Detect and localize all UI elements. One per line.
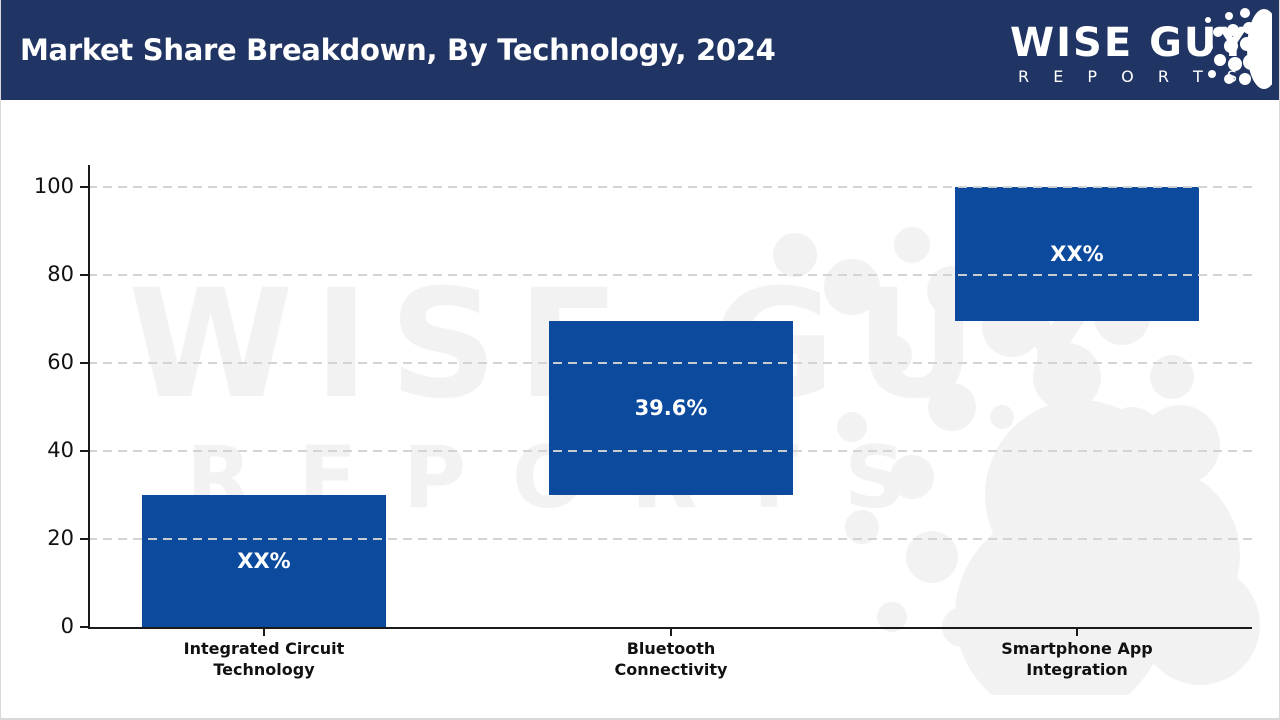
logo-wordmark: WISE GUY — [1010, 20, 1249, 66]
y-tick-mark — [80, 538, 88, 540]
y-tick-mark — [80, 362, 88, 364]
gridline-y100 — [88, 186, 1252, 188]
y-tick-mark — [80, 274, 88, 276]
gridline-y80 — [88, 274, 1252, 276]
bar-value-label: XX% — [237, 549, 291, 573]
bar-value-label: XX% — [1050, 241, 1104, 266]
y-tick-mark — [80, 186, 88, 188]
y-tick-label: 40 — [47, 438, 74, 462]
bar-segment: 39.6% — [549, 320, 793, 495]
gridline-y20 — [88, 538, 1252, 540]
y-tick-label: 0 — [60, 614, 74, 638]
x-axis-line — [88, 627, 1252, 629]
category-label: Bluetooth Connectivity — [614, 639, 728, 679]
wise-guy-reports-logo: WISE GUY R E P O R T S — [1010, 8, 1272, 89]
y-tick-mark — [80, 626, 88, 628]
chart-title: Market Share Breakdown, By Technology, 2… — [20, 33, 776, 67]
y-tick-label: 20 — [47, 526, 74, 550]
y-tick-label: 80 — [47, 262, 74, 286]
logo-subtitle: R E P O R T S — [1018, 67, 1247, 86]
x-tick-mark — [263, 629, 265, 636]
bar-value-label: 39.6% — [634, 395, 708, 420]
logo-face-dots-icon — [1205, 8, 1272, 89]
watermark-face-dots — [773, 227, 1260, 695]
y-axis-line — [88, 165, 90, 629]
gridline-y40 — [88, 450, 1252, 452]
y-tick-label: 60 — [47, 350, 74, 374]
bar-segment: XX% — [955, 187, 1199, 321]
x-tick-mark — [670, 629, 672, 636]
y-tick-label: 100 — [33, 174, 74, 198]
y-tick-mark — [80, 450, 88, 452]
category-label: Integrated Circuit Technology — [183, 639, 345, 679]
gridline-y60 — [88, 362, 1252, 364]
header-bar: Market Share Breakdown, By Technology, 2… — [0, 0, 1280, 100]
x-tick-mark — [1076, 629, 1078, 636]
category-label: Smartphone App Integration — [1001, 639, 1153, 679]
bar-segment: XX% — [142, 495, 386, 627]
